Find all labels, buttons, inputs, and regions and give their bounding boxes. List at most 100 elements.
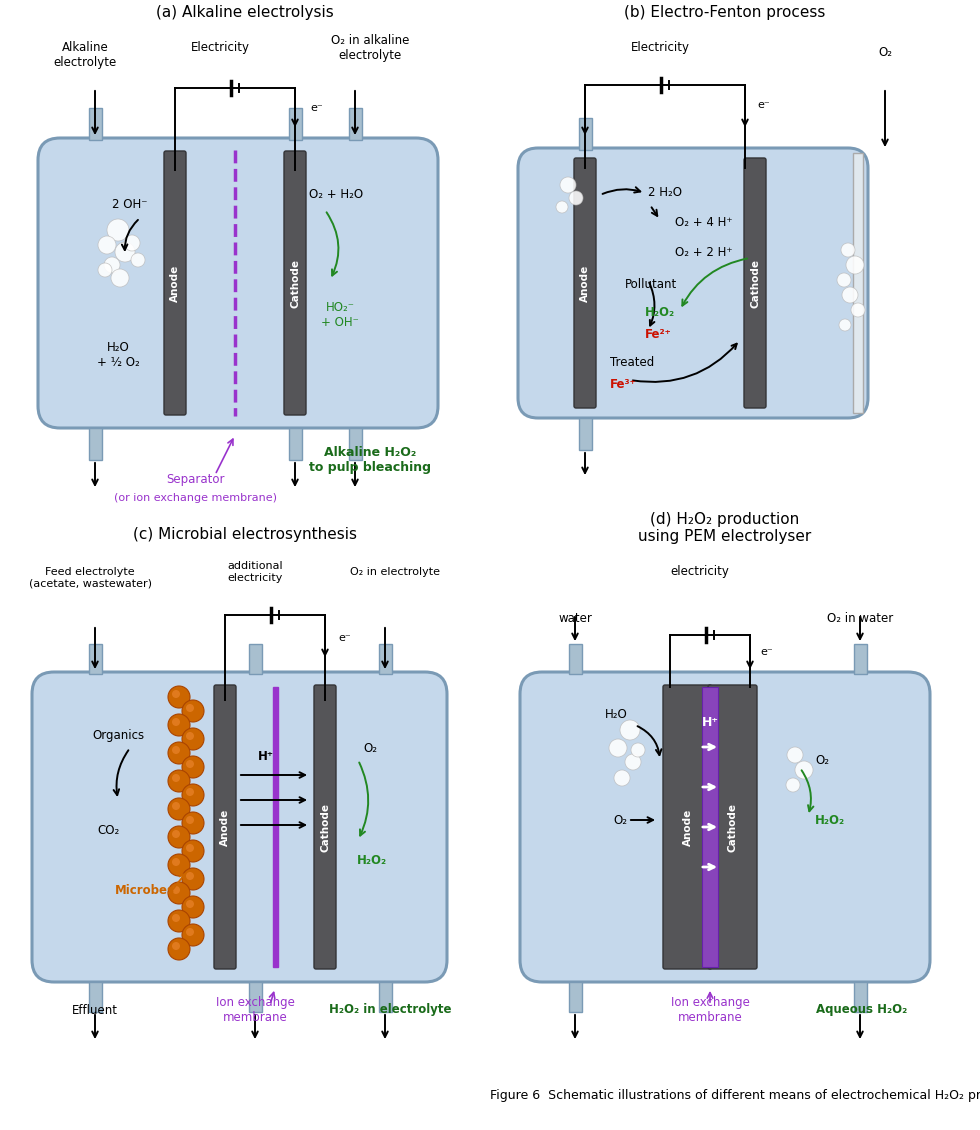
Bar bbox=[249, 982, 262, 1012]
Bar bbox=[378, 644, 391, 673]
Bar bbox=[88, 108, 102, 140]
Text: Fe²⁺: Fe²⁺ bbox=[645, 329, 671, 341]
Bar bbox=[702, 687, 718, 967]
Bar bbox=[88, 644, 102, 673]
Text: Electricity: Electricity bbox=[190, 42, 250, 54]
Circle shape bbox=[172, 858, 180, 866]
Text: Ion exchange
membrane: Ion exchange membrane bbox=[670, 996, 750, 1024]
Circle shape bbox=[172, 831, 180, 838]
Text: H₂O
+ ½ O₂: H₂O + ½ O₂ bbox=[97, 341, 139, 370]
Text: 2 H₂O: 2 H₂O bbox=[648, 185, 682, 199]
Text: e⁻: e⁻ bbox=[338, 633, 351, 643]
Circle shape bbox=[168, 798, 190, 820]
FancyBboxPatch shape bbox=[214, 685, 236, 970]
Text: (b) Electro-Fenton process: (b) Electro-Fenton process bbox=[624, 5, 826, 19]
Text: (or ion exchange membrane): (or ion exchange membrane) bbox=[114, 493, 276, 503]
Bar bbox=[349, 108, 362, 140]
FancyBboxPatch shape bbox=[708, 685, 757, 970]
Text: O₂ + H₂O: O₂ + H₂O bbox=[309, 189, 363, 201]
Text: Fe³⁺: Fe³⁺ bbox=[610, 379, 637, 391]
Circle shape bbox=[186, 844, 194, 852]
Text: water: water bbox=[558, 611, 592, 625]
Text: e⁻: e⁻ bbox=[757, 99, 769, 110]
Text: Microbes: Microbes bbox=[115, 884, 175, 896]
Bar bbox=[349, 428, 362, 460]
Circle shape bbox=[186, 872, 194, 880]
FancyBboxPatch shape bbox=[520, 672, 930, 982]
Bar bbox=[568, 644, 581, 673]
Circle shape bbox=[560, 177, 576, 193]
FancyBboxPatch shape bbox=[32, 672, 447, 982]
Circle shape bbox=[186, 928, 194, 936]
Text: Figure 6  Schematic illustrations of different means of electrochemical H₂O₂ pro: Figure 6 Schematic illustrations of diff… bbox=[490, 1088, 980, 1102]
Circle shape bbox=[609, 739, 627, 757]
Text: O₂ + 2 H⁺: O₂ + 2 H⁺ bbox=[675, 245, 732, 259]
Circle shape bbox=[182, 840, 204, 862]
Circle shape bbox=[851, 303, 865, 318]
Text: Cathode: Cathode bbox=[320, 802, 330, 852]
Bar bbox=[578, 418, 592, 450]
Text: Anode: Anode bbox=[170, 264, 180, 302]
Circle shape bbox=[172, 746, 180, 754]
Text: H⁺: H⁺ bbox=[702, 715, 718, 729]
Circle shape bbox=[168, 714, 190, 736]
Text: O₂ in electrolyte: O₂ in electrolyte bbox=[350, 567, 440, 577]
Circle shape bbox=[837, 273, 851, 287]
Text: H₂O₂ in electrolyte: H₂O₂ in electrolyte bbox=[328, 1003, 451, 1017]
Bar bbox=[854, 644, 866, 673]
Circle shape bbox=[168, 883, 190, 904]
Circle shape bbox=[168, 854, 190, 876]
Circle shape bbox=[124, 235, 140, 251]
Bar bbox=[288, 108, 302, 140]
Text: CO₂: CO₂ bbox=[97, 824, 120, 836]
Text: H₂O₂: H₂O₂ bbox=[815, 814, 845, 826]
Circle shape bbox=[841, 243, 855, 257]
Text: Alkaline
electrolyte: Alkaline electrolyte bbox=[53, 41, 117, 69]
Text: e⁻: e⁻ bbox=[310, 103, 322, 113]
Bar bbox=[378, 982, 391, 1012]
Bar bbox=[249, 644, 262, 673]
Text: Pollutant: Pollutant bbox=[625, 278, 677, 292]
Circle shape bbox=[131, 253, 145, 267]
Text: H₂O₂: H₂O₂ bbox=[357, 853, 387, 867]
Circle shape bbox=[846, 257, 864, 273]
FancyBboxPatch shape bbox=[663, 685, 712, 970]
Text: Electricity: Electricity bbox=[630, 42, 690, 54]
Circle shape bbox=[111, 269, 129, 287]
Text: Cathode: Cathode bbox=[727, 802, 738, 852]
Bar bbox=[568, 982, 581, 1012]
Circle shape bbox=[556, 201, 568, 212]
FancyBboxPatch shape bbox=[314, 685, 336, 970]
FancyBboxPatch shape bbox=[744, 158, 766, 408]
Text: Separator: Separator bbox=[166, 473, 224, 487]
FancyBboxPatch shape bbox=[518, 148, 868, 418]
Circle shape bbox=[625, 754, 641, 770]
Text: (a) Alkaline electrolysis: (a) Alkaline electrolysis bbox=[156, 5, 334, 19]
Circle shape bbox=[186, 899, 194, 909]
Bar bbox=[853, 153, 863, 412]
Text: HO₂⁻
+ OH⁻: HO₂⁻ + OH⁻ bbox=[321, 301, 359, 329]
Circle shape bbox=[168, 770, 190, 792]
Text: additional
electricity: additional electricity bbox=[227, 562, 283, 583]
Text: Anode: Anode bbox=[580, 264, 590, 302]
Circle shape bbox=[786, 777, 800, 792]
Bar bbox=[88, 428, 102, 460]
Circle shape bbox=[795, 760, 813, 779]
Text: Ion exchange
membrane: Ion exchange membrane bbox=[216, 996, 294, 1024]
Circle shape bbox=[614, 770, 630, 786]
Circle shape bbox=[172, 718, 180, 725]
Circle shape bbox=[168, 826, 190, 848]
FancyBboxPatch shape bbox=[574, 158, 596, 408]
Text: H⁺: H⁺ bbox=[258, 750, 274, 764]
Text: Organics: Organics bbox=[92, 729, 144, 741]
Circle shape bbox=[172, 914, 180, 922]
Circle shape bbox=[98, 236, 116, 254]
Bar bbox=[854, 982, 866, 1012]
Circle shape bbox=[182, 728, 204, 750]
Text: (d) H₂O₂ production
using PEM electrolyser: (d) H₂O₂ production using PEM electrolys… bbox=[638, 512, 811, 545]
Circle shape bbox=[186, 760, 194, 768]
Circle shape bbox=[182, 699, 204, 722]
Text: H₂O₂: H₂O₂ bbox=[645, 305, 675, 319]
Circle shape bbox=[182, 924, 204, 946]
Bar bbox=[288, 428, 302, 460]
